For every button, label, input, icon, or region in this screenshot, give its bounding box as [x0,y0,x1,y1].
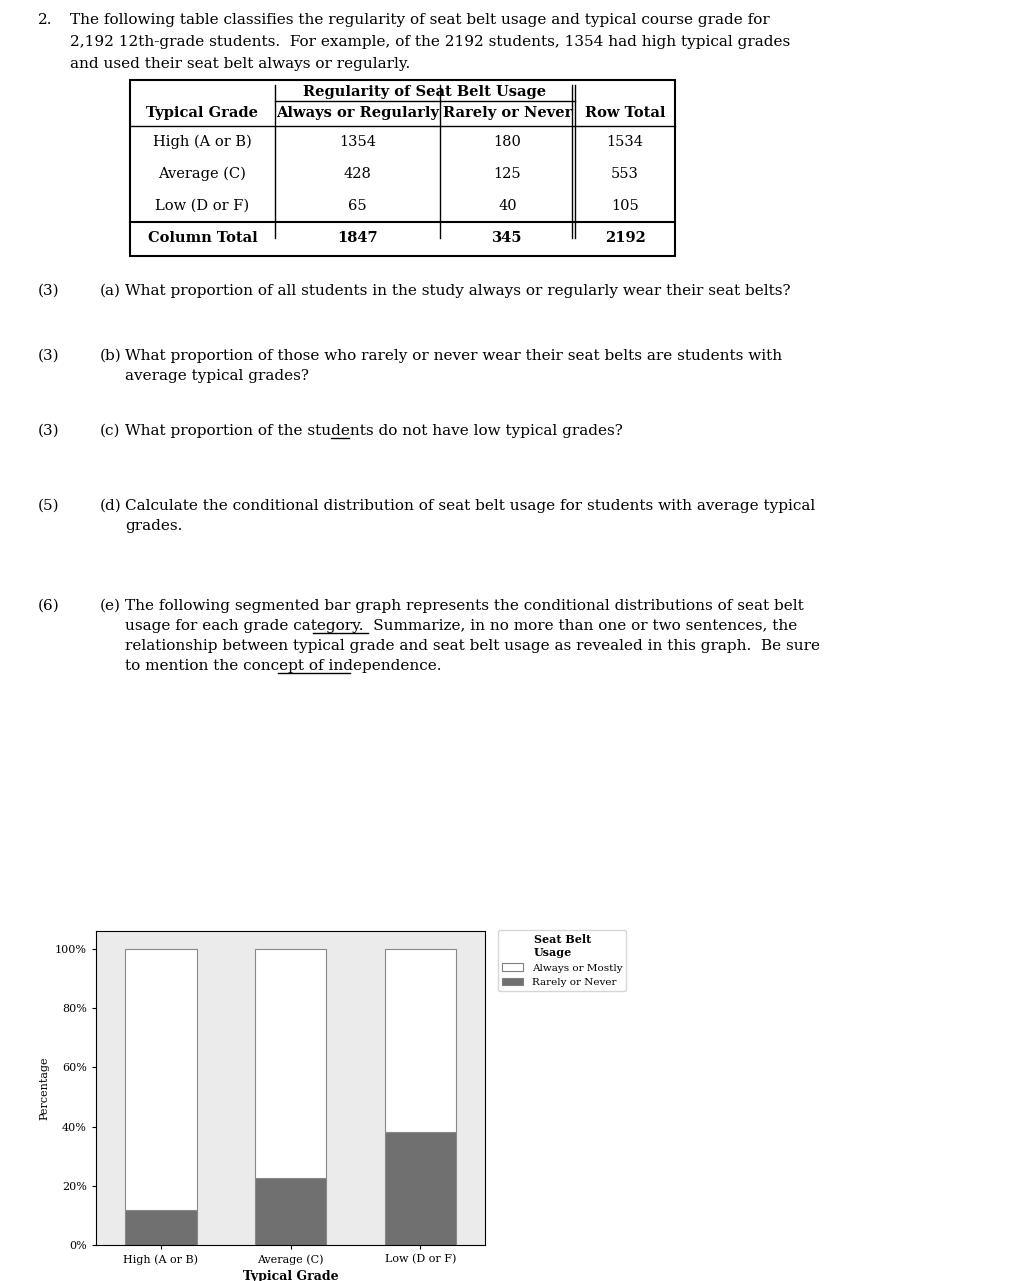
Text: 65: 65 [348,199,367,213]
Text: 345: 345 [492,231,523,245]
Bar [125,1211,196,1245]
Bar [385,1132,456,1245]
Text: What proportion of all students in the study always or regularly wear their seat: What proportion of all students in the s… [125,284,791,298]
Text: Average (C): Average (C) [159,167,247,181]
Text: to mention the concept of independence.: to mention the concept of independence. [125,658,442,673]
Text: (3): (3) [38,348,60,363]
Text: Low (D or F): Low (D or F) [156,199,250,213]
Text: Calculate the conditional distribution of seat belt usage for students with aver: Calculate the conditional distribution o… [125,500,815,512]
Text: 180: 180 [493,135,522,149]
Text: 105: 105 [611,199,639,213]
Text: What proportion of the students do not have low typical grades?: What proportion of the students do not h… [125,424,623,438]
Text: (c): (c) [100,424,120,438]
Text: The following table classifies the regularity of seat belt usage and typical cou: The following table classifies the regul… [70,13,769,27]
Text: 2.: 2. [38,13,53,27]
Text: Regularity of Seat Belt Usage: Regularity of Seat Belt Usage [303,85,547,99]
Text: (3): (3) [38,424,60,438]
Text: usage for each grade category.  Summarize, in no more than one or two sentences,: usage for each grade category. Summarize… [125,619,798,633]
Text: Typical Grade: Typical Grade [147,106,259,120]
Text: What proportion of those who rarely or never wear their seat belts are students : What proportion of those who rarely or n… [125,348,783,363]
Text: The following segmented bar graph represents the conditional distributions of se: The following segmented bar graph repres… [125,600,804,614]
Text: grades.: grades. [125,519,182,533]
Text: (5): (5) [38,500,60,512]
Text: relationship between typical grade and seat belt usage as revealed in this graph: relationship between typical grade and s… [125,639,820,653]
Text: 1847: 1847 [338,231,378,245]
Text: 1534: 1534 [607,135,643,149]
Bar [385,949,456,1132]
Text: (b): (b) [100,348,121,363]
Text: (d): (d) [100,500,121,512]
Text: (3): (3) [38,284,60,298]
Text: Always or Regularly: Always or Regularly [276,106,439,120]
Text: Rarely or Never: Rarely or Never [443,106,572,120]
Text: 1354: 1354 [339,135,376,149]
Text: (6): (6) [38,600,60,614]
X-axis label: Typical Grade: Typical Grade [243,1271,339,1281]
Text: High (A or B): High (A or B) [153,135,252,149]
Text: (e): (e) [100,600,121,614]
Bar [255,1179,327,1245]
Text: and used their seat belt always or regularly.: and used their seat belt always or regul… [70,56,410,70]
Bar [125,949,196,1211]
Text: 428: 428 [344,167,371,181]
Text: average typical grades?: average typical grades? [125,369,309,383]
Bar [130,79,675,256]
Text: Row Total: Row Total [584,106,665,120]
Text: Column Total: Column Total [148,231,258,245]
Text: 553: 553 [611,167,639,181]
Text: 40: 40 [498,199,517,213]
Text: (a): (a) [100,284,121,298]
Y-axis label: Percentage: Percentage [39,1057,50,1120]
Bar [255,949,327,1179]
Legend: Always or Mostly, Rarely or Never: Always or Mostly, Rarely or Never [498,930,627,991]
Text: 125: 125 [493,167,522,181]
Text: 2192: 2192 [605,231,645,245]
Text: 2,192 12th-grade students.  For example, of the 2192 students, 1354 had high typ: 2,192 12th-grade students. For example, … [70,35,791,49]
